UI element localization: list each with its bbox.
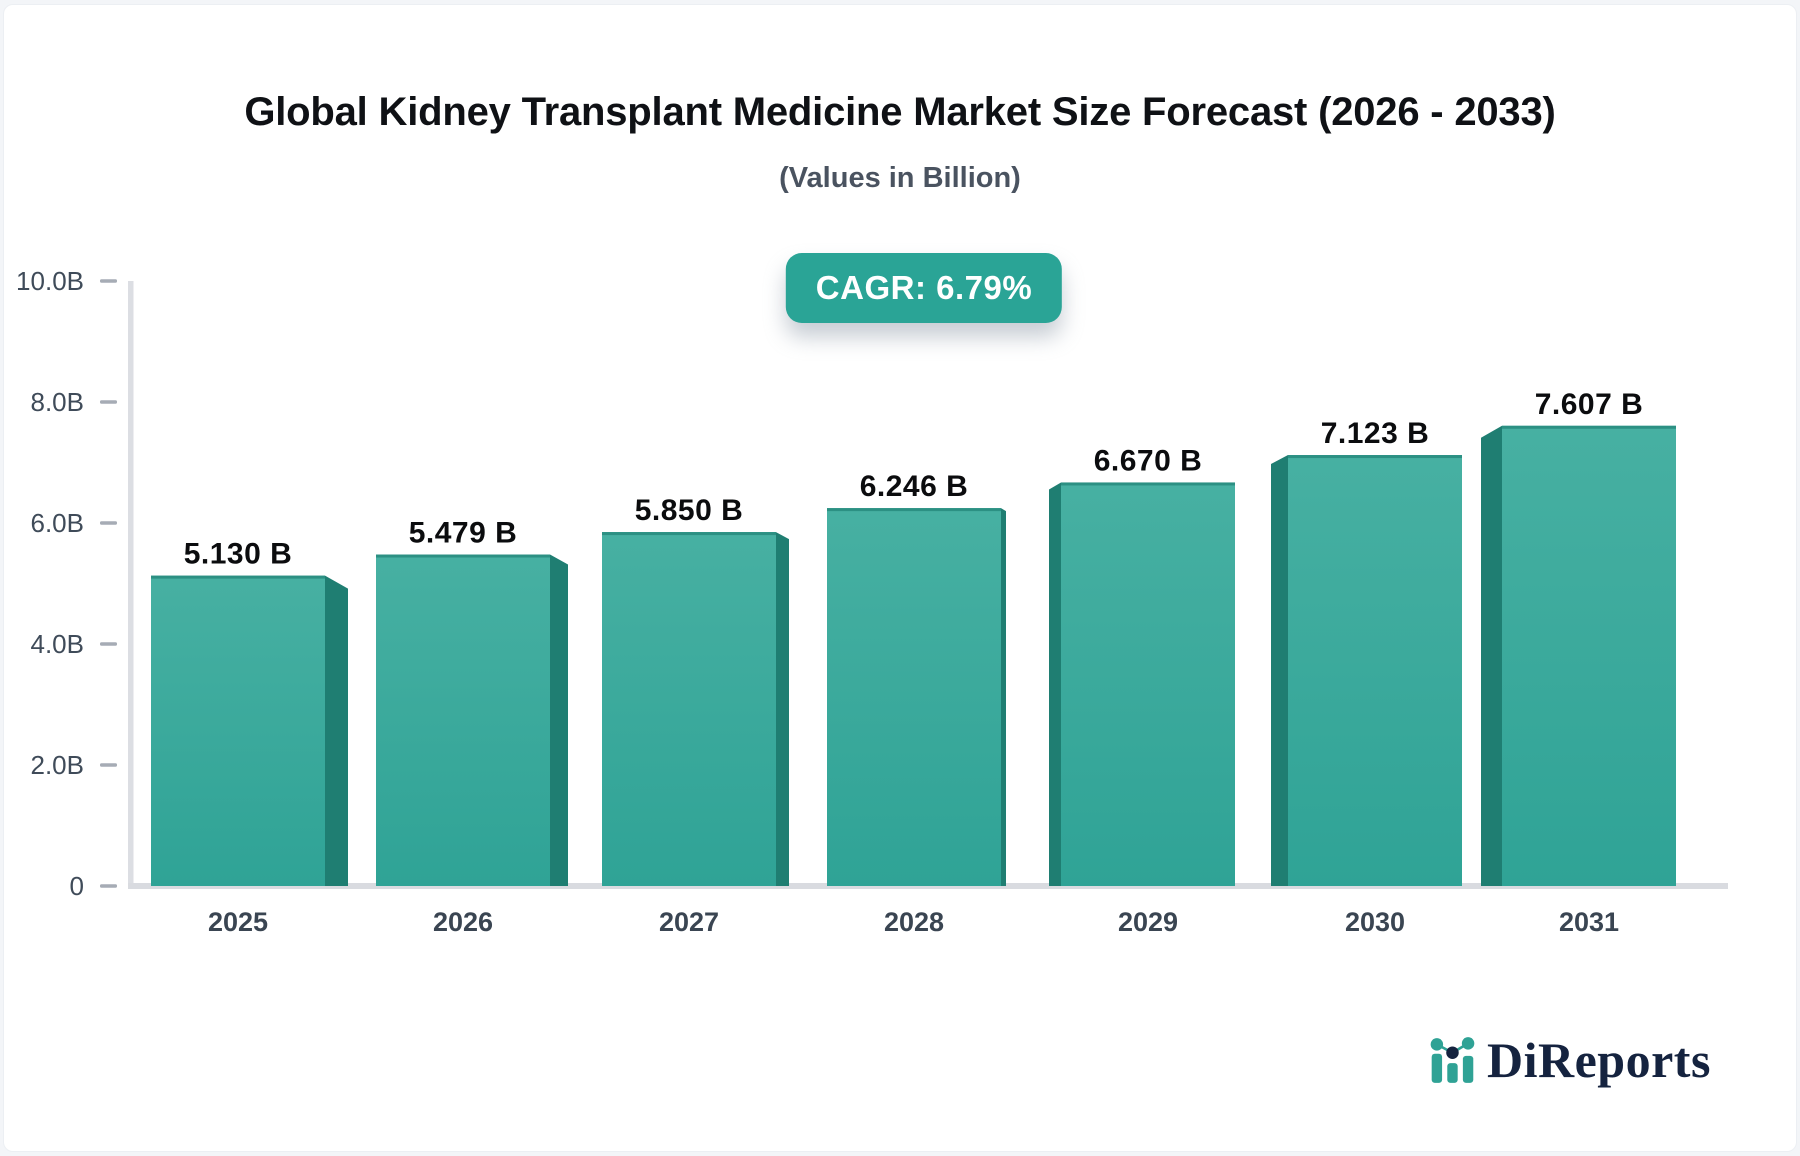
y-axis-line — [128, 281, 134, 886]
y-tick-mark — [100, 279, 117, 283]
bar-top-rim — [1061, 482, 1235, 486]
y-tick-label: 2.0B — [31, 750, 85, 780]
direports-logo: DiReports — [1428, 1034, 1711, 1086]
bar-value-label: 7.123 B — [1321, 417, 1430, 450]
page-subtitle: (Values in Billion) — [779, 162, 1021, 194]
bar-value-label: 5.479 B — [409, 517, 518, 550]
bar-side-face — [1271, 455, 1288, 886]
y-tick-mark — [100, 763, 117, 767]
x-axis-category-label: 2027 — [659, 907, 719, 937]
bar-2028[interactable]: 6.246 B 2028 — [827, 470, 1006, 937]
bar-value-label: 6.246 B — [860, 470, 969, 503]
bar-side-face — [776, 532, 789, 886]
bar-value-label: 7.607 B — [1535, 388, 1644, 421]
bar-2025[interactable]: 5.130 B 2025 — [151, 538, 348, 937]
y-tick-label: 4.0B — [31, 629, 85, 659]
bar-2031[interactable]: 7.607 B 2031 — [1481, 388, 1676, 937]
bar-top-rim — [376, 554, 550, 558]
bar-top-rim — [1502, 425, 1676, 429]
x-axis-category-label: 2025 — [208, 907, 268, 937]
bar-side-face — [1001, 508, 1006, 886]
y-tick-mark — [100, 884, 117, 888]
x-axis-category-label: 2028 — [884, 907, 944, 937]
x-axis-category-label: 2029 — [1118, 907, 1178, 937]
bar-side-face — [1049, 482, 1061, 886]
page-title: Global Kidney Transplant Medicine Market… — [244, 90, 1556, 134]
bar-2030[interactable]: 7.123 B 2030 — [1271, 417, 1462, 937]
bar-value-label: 5.850 B — [635, 494, 744, 527]
bar-side-face — [550, 554, 568, 886]
bar-front-face[interactable] — [1288, 455, 1462, 886]
x-axis-category-label: 2031 — [1559, 907, 1619, 937]
bar-front-face[interactable] — [827, 508, 1001, 886]
bar-front-face[interactable] — [1061, 482, 1235, 886]
y-tick-label: 0 — [70, 871, 84, 901]
x-axis-category-label: 2030 — [1345, 907, 1405, 937]
x-axis-category-label: 2026 — [433, 907, 493, 937]
bar-front-face[interactable] — [151, 575, 325, 886]
bar-front-face[interactable] — [376, 554, 550, 886]
bar-top-rim — [827, 508, 1001, 512]
y-tick-label: 6.0B — [31, 508, 85, 538]
y-tick-mark — [100, 642, 117, 646]
bar-front-face[interactable] — [602, 532, 776, 886]
bar-top-rim — [602, 532, 776, 536]
mini-bar-line-chart-icon — [1430, 1037, 1475, 1083]
bar-value-label: 6.670 B — [1094, 444, 1203, 477]
bar-top-rim — [151, 575, 325, 579]
bar-value-label: 5.130 B — [184, 538, 293, 571]
cagr-badge: CAGR: 6.79% — [785, 253, 1063, 323]
y-tick-label: 10.0B — [16, 266, 84, 296]
bar-2027[interactable]: 5.850 B 2027 — [602, 494, 789, 937]
bar-2029[interactable]: 6.670 B 2029 — [1049, 444, 1235, 937]
bar-side-face — [1481, 425, 1502, 886]
y-tick-mark — [100, 521, 117, 525]
y-tick-label: 8.0B — [31, 387, 85, 417]
logo-text: DiReports — [1487, 1032, 1711, 1088]
bar-2026[interactable]: 5.479 B 2026 — [376, 517, 568, 937]
bar-front-face[interactable] — [1502, 425, 1676, 886]
bar-side-face — [325, 575, 348, 886]
bar-top-rim — [1288, 455, 1462, 459]
y-tick-mark — [100, 400, 117, 404]
